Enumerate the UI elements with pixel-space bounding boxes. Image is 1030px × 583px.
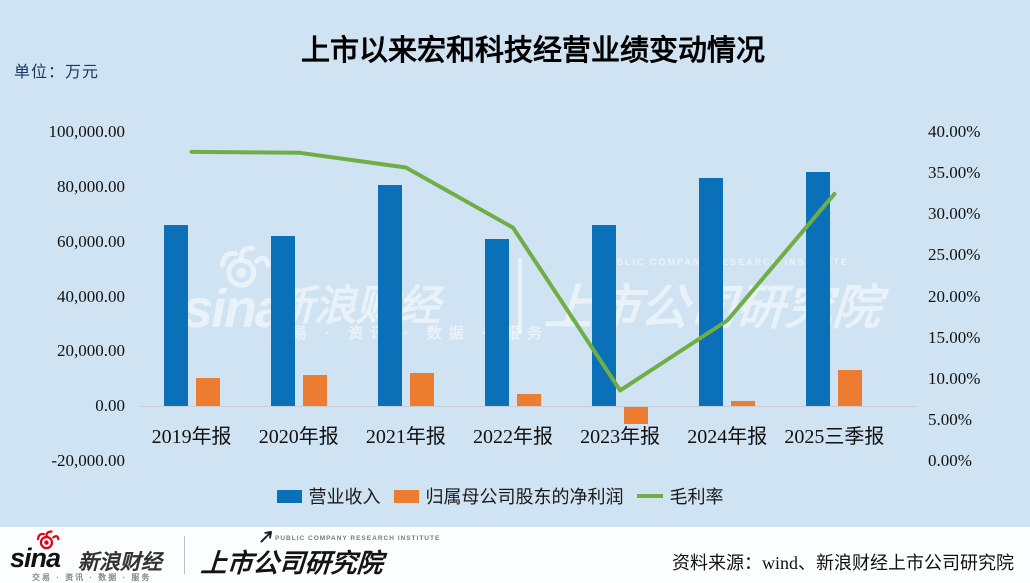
legend-swatch [393,489,419,503]
sina-finance-logo: sina 新浪财经 交易 · 资讯 · 数据 · 服务 [8,530,176,582]
net-profit-bar [731,401,756,408]
footer-divider [184,536,185,574]
x-axis-line [140,406,918,407]
legend-label: 毛利率 [669,487,724,507]
revenue-bar [163,225,188,408]
legend-swatch [636,494,663,498]
right-axis-tick: 0.00% [928,451,972,470]
footer-bar: sina 新浪财经 交易 · 资讯 · 数据 · 服务 PUBLIC COMPA… [0,527,1030,583]
chart-title: 上市以来宏和科技经营业绩变动情况 [300,35,766,67]
revenue-bar [270,236,295,408]
net-profit-bar [195,378,220,408]
net-profit-bar [517,393,541,408]
right-axis-tick: 40.00% [928,122,981,141]
x-axis-label: 2024年报 [687,426,768,448]
left-axis-tick: 0.00 [95,396,125,416]
net-profit-bar [302,375,327,408]
right-axis-tick: 35.00% [928,163,981,183]
gross-margin-line [189,149,837,393]
legend-item: 毛利率 [636,483,724,509]
sina-eye-icon [36,530,60,550]
x-axis-label: 2025三季报 [784,426,885,448]
data-source-note: 资料来源：wind、新浪财经上市公司研究院 [672,553,1014,573]
sina-wordmark: sina [10,543,61,573]
right-axis-tick: 25.00% [928,245,981,265]
legend-item: 营业收入 [276,483,381,509]
left-axis-tick: 40,000.00 [57,286,125,306]
left-axis-tick: 80,000.00 [57,176,125,196]
institute-name: 上市公司研究院 [199,548,384,578]
legend-label: 归属母公司股东的净利润 [425,487,624,507]
revenue-bar [377,185,402,408]
legend-label: 营业收入 [308,487,381,507]
x-axis-label: 2020年报 [258,426,339,448]
axis-unit-label: 单位：万元 [14,64,100,81]
x-axis-label: 2019年报 [151,426,232,448]
net-profit-bar [409,373,434,408]
right-axis-tick: 5.00% [928,409,972,429]
x-axis-label: 2022年报 [473,426,553,448]
left-axis-tick: 60,000.00 [57,231,125,251]
right-axis-tick: 10.00% [928,368,981,388]
institute-logo: PUBLIC COMPANY RESEARCH INSTITUTE 上市公司研究… [199,530,439,580]
x-axis-label: 2023年报 [580,426,661,448]
right-axis-tick: 15.00% [928,327,981,347]
revenue-bar [485,238,509,408]
sina-tagline: 交易 · 资讯 · 数据 · 服务 [32,573,152,582]
institute-english-name: PUBLIC COMPANY RESEARCH INSTITUTE [275,535,441,542]
right-axis-tick: 30.00% [928,204,981,224]
net-profit-bar [624,407,649,424]
left-axis-tick: -20,000.00 [51,451,125,470]
arrow-up-right-icon [260,531,272,543]
left-axis-tick: 20,000.00 [57,341,125,361]
left-axis-tick: 100,000.00 [48,122,126,141]
chart-legend: 营业收入 归属母公司股东的净利润 毛利率 [0,482,1000,510]
x-axis-label: 2021年报 [365,426,446,448]
sina-finance-name: 新浪财经 [78,551,162,574]
right-axis-tick: 20.00% [928,286,981,306]
net-profit-bar [838,369,863,408]
legend-swatch [276,489,302,503]
revenue-bar [699,177,724,408]
legend-item: 归属母公司股东的净利润 [393,483,624,509]
